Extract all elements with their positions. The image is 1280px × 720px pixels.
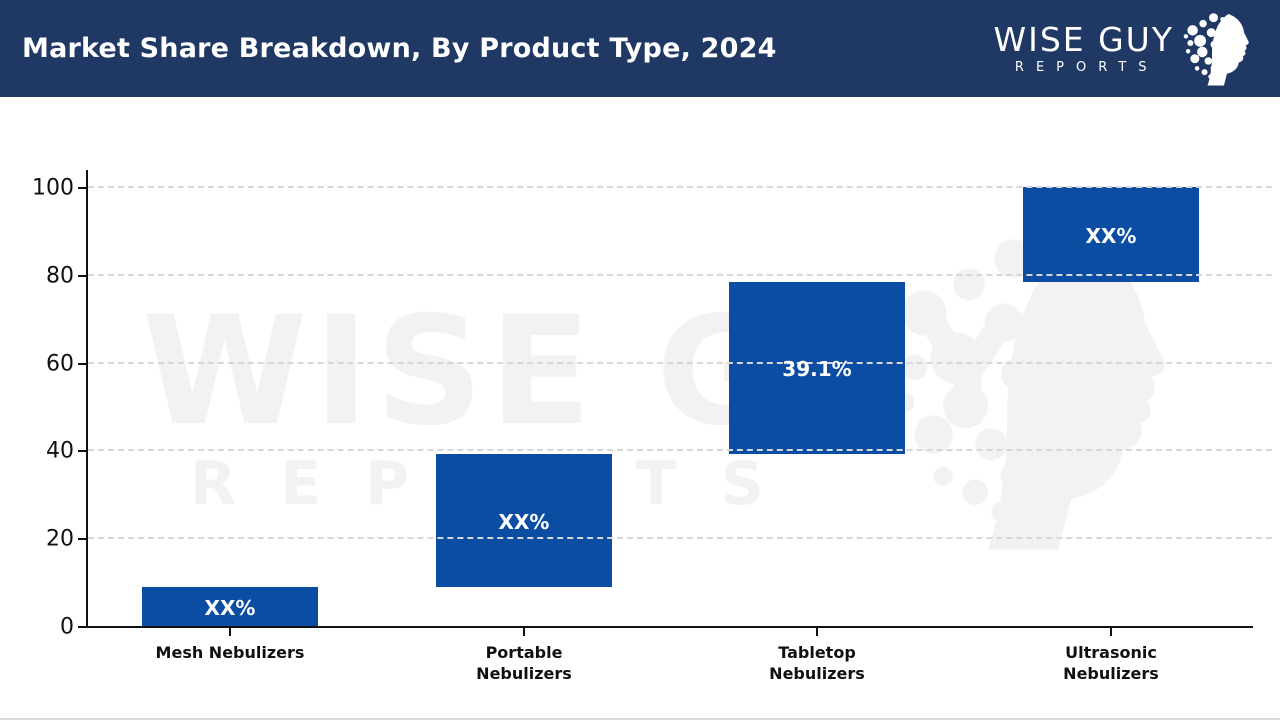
bar-value-label-portable-nebulizers: XX% [498,509,550,534]
gridline-80 [88,273,1272,276]
gridline-100 [88,186,1272,188]
x-tick-tabletop-nebulizers [816,628,818,636]
logo-text: WISE GUY REPORTS [993,23,1174,74]
bar-value-label-tabletop-nebulizers: 39.1% [782,357,852,382]
x-tick-mesh-nebulizers [229,628,231,636]
bar-value-label-ultrasonic-nebulizers: XX% [1085,223,1137,248]
bar-value-label-mesh-nebulizers: XX% [204,595,256,620]
gridline-40 [88,449,1272,452]
page-title: Market Share Breakdown, By Product Type,… [22,33,777,64]
y-tick-label-100: 100 [32,175,74,201]
y-tick-100 [78,187,86,189]
y-tick-label-40: 40 [46,438,74,464]
y-axis-line [86,170,88,628]
y-tick-40 [78,450,86,453]
y-tick-label-0: 0 [60,614,74,640]
y-tick-label-80: 80 [46,263,74,289]
logo-wordmark: WISE GUY [993,20,1174,59]
y-tick-label-20: 20 [46,526,74,552]
header-banner: Market Share Breakdown, By Product Type,… [0,0,1280,97]
x-axis-line [86,626,1253,628]
logo-subtitle: REPORTS [1014,60,1159,75]
bar-portable-nebulizers [436,453,612,588]
gridline-60 [88,361,1272,364]
bar-mesh-nebulizers [142,587,318,626]
y-tick-label-60: 60 [46,351,74,377]
x-tick-ultrasonic-nebulizers [1110,628,1112,636]
x-axis-label-portable-nebulizers: Portable Nebulizers [476,643,572,683]
y-tick-20 [78,538,86,541]
wise-guy-logo: WISE GUY REPORTS [993,8,1254,90]
logo-head-icon [1183,12,1249,86]
y-tick-80 [78,274,86,277]
gridline-20 [88,537,1272,540]
y-tick-60 [78,362,86,365]
x-axis-label-ultrasonic-nebulizers: Ultrasonic Nebulizers [1063,643,1159,683]
y-tick-0 [78,626,86,628]
watermark-head-icon [885,239,1165,550]
x-axis-label-tabletop-nebulizers: Tabletop Nebulizers [769,643,865,683]
x-tick-portable-nebulizers [523,628,525,636]
bar-ultrasonic-nebulizers [1023,187,1199,283]
x-axis-label-mesh-nebulizers: Mesh Nebulizers [155,643,305,662]
bar-tabletop-nebulizers [729,282,905,454]
